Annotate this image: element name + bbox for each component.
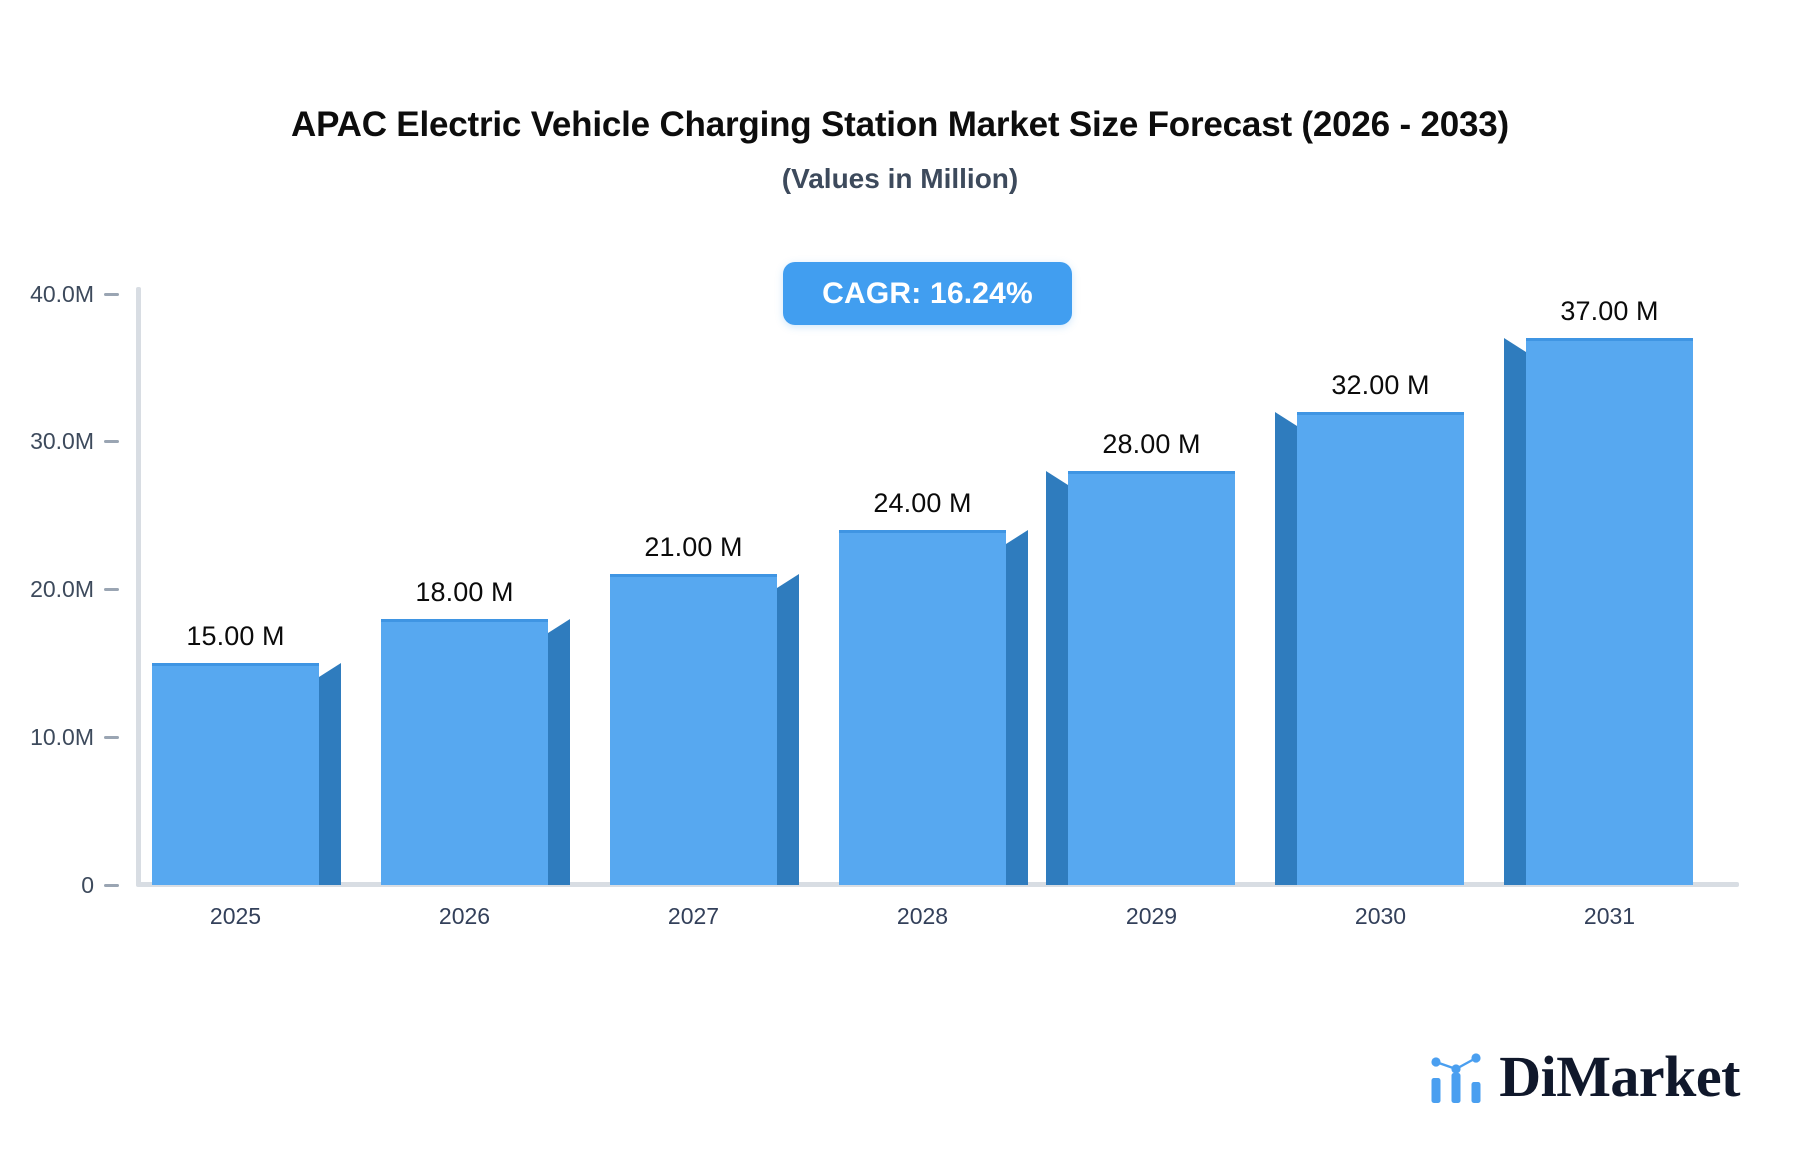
bar-value-label-2031: 37.00 M [1560,296,1659,326]
x-axis-label-2028: 2028 [896,903,949,929]
bar-value-label-2025: 15.00 M [186,621,285,651]
bar-side-2028 [1006,530,1028,885]
y-axis-tick-label: 30.0M [30,428,94,454]
bar-2025[interactable] [152,663,319,885]
y-axis-line [136,287,141,886]
x-axis-label-2030: 2030 [1354,903,1407,929]
bar-2030[interactable] [1297,412,1464,885]
bar-2026[interactable] [381,619,548,885]
bar-2027[interactable] [610,574,777,885]
y-axis-tick: 20.0M [0,576,136,602]
y-axis-tick-mark [104,588,119,591]
chart-header: APAC Electric Vehicle Charging Station M… [0,104,1800,195]
brand-name: DiMarket [1499,1044,1740,1109]
bar-side-2026 [548,619,570,885]
page-title: APAC Electric Vehicle Charging Station M… [291,105,1509,144]
x-axis-label-2031: 2031 [1583,903,1636,929]
y-axis-tick: 0 [0,872,136,898]
bar-value-label-2029: 28.00 M [1102,429,1201,459]
bar-2028[interactable] [839,530,1006,885]
y-axis-tick-label: 20.0M [30,576,94,602]
y-axis-tick-label: 40.0M [30,281,94,307]
y-axis-tick: 30.0M [0,428,136,454]
bar-side-2029 [1046,471,1068,885]
y-axis-tick-mark [104,440,119,443]
bar-value-label-2028: 24.00 M [873,488,972,518]
bar-side-2027 [777,574,799,885]
cagr-badge: CAGR: 16.24% [783,262,1072,325]
y-axis-tick: 10.0M [0,724,136,750]
y-axis-tick-label: 10.0M [30,724,94,750]
x-axis-label-2025: 2025 [209,903,262,929]
bar-chart-icon [1431,1053,1481,1103]
y-axis-tick-mark [104,884,119,887]
bar-2029[interactable] [1068,471,1235,885]
cagr-badge-label: CAGR: 16.24% [822,276,1033,310]
y-axis-tick-mark [104,736,119,739]
bar-value-label-2026: 18.00 M [415,577,514,607]
bar-2031[interactable] [1526,338,1693,885]
x-axis-label-2027: 2027 [667,903,720,929]
chart-subtitle: (Values in Million) [781,163,1019,194]
x-axis-label-2026: 2026 [438,903,491,929]
bar-side-2025 [319,663,341,885]
y-axis-tick-mark [104,293,119,296]
bar-side-2030 [1275,412,1297,885]
bar-value-label-2030: 32.00 M [1331,370,1430,400]
bar-value-label-2027: 21.00 M [644,532,743,562]
bar-side-2031 [1504,338,1526,885]
brand-logo: DiMarket [1429,1048,1740,1106]
x-axis-label-2029: 2029 [1125,903,1178,929]
y-axis-tick: 40.0M [0,281,136,307]
y-axis-tick-label: 0 [81,872,94,898]
